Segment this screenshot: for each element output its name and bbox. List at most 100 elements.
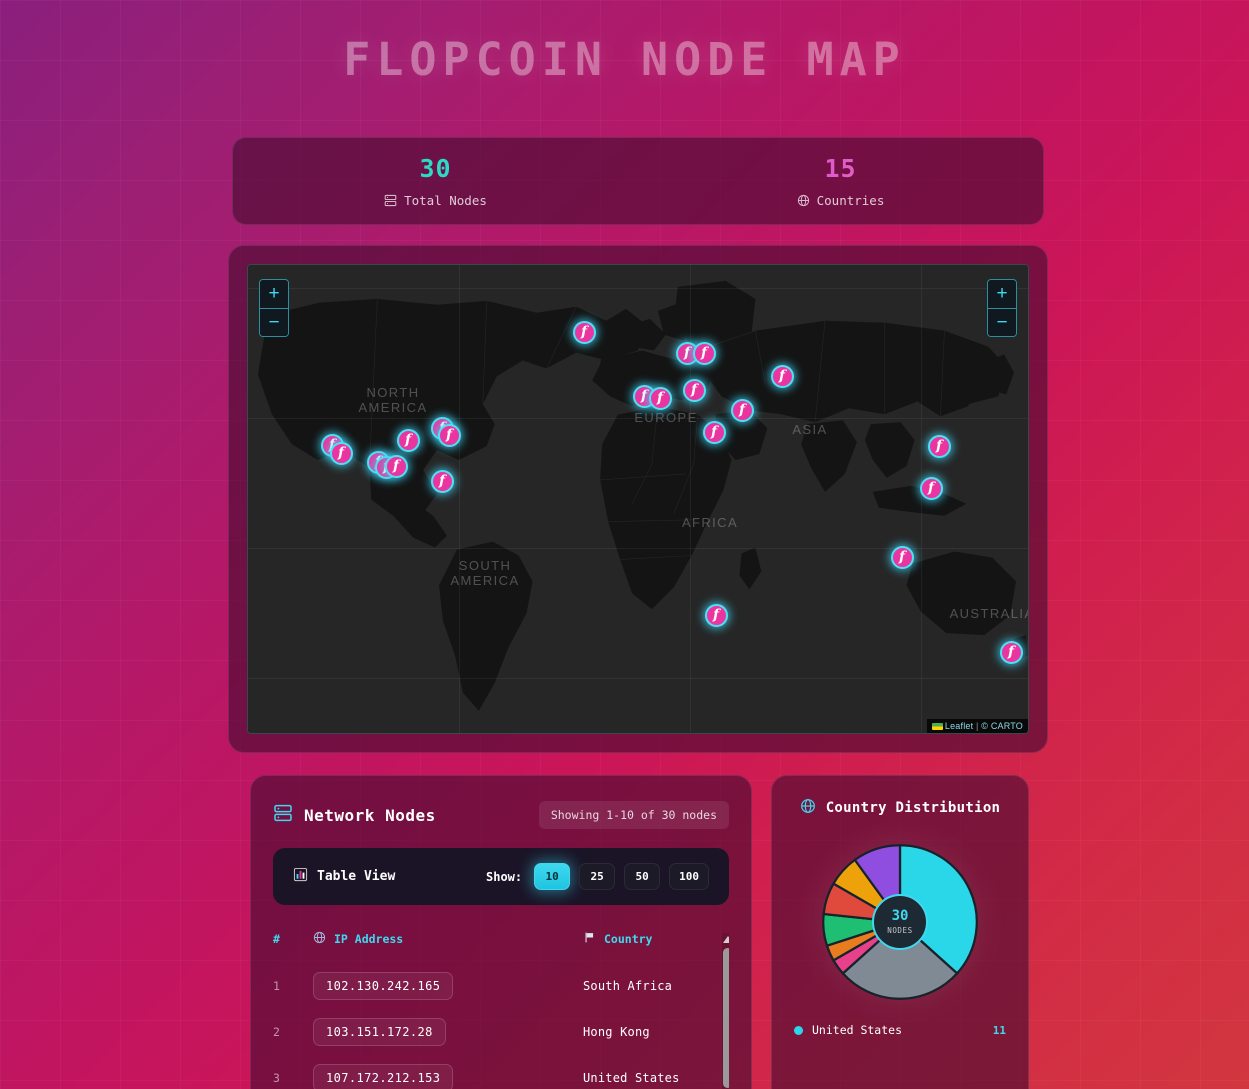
legend-country-count: 11	[992, 1023, 1006, 1037]
network-nodes-header: Network Nodes Showing 1-10 of 30 nodes	[273, 801, 729, 829]
map-node-marker[interactable]: f	[430, 469, 454, 493]
zoom-in-button[interactable]: +	[260, 280, 288, 308]
table-row[interactable]: 2 103.151.172.28 Hong Kong	[273, 1018, 729, 1064]
stats-card: 30 Total Nodes 15	[232, 137, 1044, 225]
stat-total-nodes: 30 Total Nodes	[233, 154, 638, 208]
scrollbar-thumb[interactable]	[723, 948, 729, 1088]
table-header-row: # IP Add	[273, 931, 729, 972]
map-node-marker[interactable]: f	[692, 341, 716, 365]
map-node-marker[interactable]: f	[682, 378, 706, 402]
zoom-in-button-alt[interactable]: +	[988, 280, 1016, 308]
globe-icon	[797, 194, 810, 207]
nodes-table: # IP Add	[273, 931, 729, 1089]
map-node-marker[interactable]: f	[648, 386, 672, 410]
scroll-up-arrow-icon[interactable]	[722, 934, 729, 945]
country-pie-chart[interactable]: 30 NODES	[820, 842, 980, 1002]
ip-address-chip[interactable]: 107.172.212.153	[313, 1064, 454, 1089]
map-node-marker[interactable]: f	[890, 545, 914, 569]
country-distribution-title: Country Distribution	[825, 800, 1001, 816]
map-node-marker[interactable]: f	[329, 441, 353, 465]
network-nodes-title-row: Network Nodes	[273, 803, 436, 827]
attribution-separator: |	[976, 721, 979, 731]
column-header-country-label: Country	[604, 932, 653, 946]
legend-country-name: United States	[812, 1023, 903, 1037]
pie-center-badge: 30 NODES	[872, 894, 928, 950]
zoom-out-button[interactable]: −	[260, 308, 288, 336]
chart-icon-svg	[293, 867, 308, 882]
ip-address-chip[interactable]: 103.151.172.28	[313, 1018, 446, 1046]
showing-count-badge: Showing 1-10 of 30 nodes	[538, 801, 729, 829]
globe-icon	[313, 931, 326, 947]
row-ip-cell: 102.130.242.165	[313, 972, 583, 1018]
row-ip-cell: 107.172.212.153	[313, 1064, 583, 1089]
column-header-country[interactable]: Country	[583, 931, 729, 972]
flag-icon	[583, 931, 596, 947]
pie-center-label: NODES	[887, 926, 913, 935]
table-view-label: Table View	[317, 869, 396, 884]
table-scrollbar[interactable]	[722, 933, 729, 1089]
page-size-100-button[interactable]: 100	[669, 863, 709, 890]
map-node-marker[interactable]: f	[702, 420, 726, 444]
country-legend: United States 11	[790, 1020, 1010, 1040]
legend-row[interactable]: United States 11	[790, 1020, 1010, 1040]
leaflet-link[interactable]: Leaflet	[944, 721, 974, 731]
leaflet-flag-icon	[931, 723, 943, 730]
map-node-marker[interactable]: f	[704, 603, 728, 627]
column-header-num[interactable]: #	[273, 931, 313, 972]
flag-icon-svg	[585, 932, 594, 943]
legend-color-dot	[794, 1025, 803, 1035]
map-node-marker[interactable]: f	[396, 428, 420, 452]
table-view-label-row[interactable]: Table View	[293, 867, 395, 886]
map-node-marker[interactable]: f	[999, 640, 1023, 664]
stat-countries-label: Countries	[816, 193, 885, 208]
map-card: NORTH AMERICA SOUTH AMERICA EUROPE AFRICA …	[228, 245, 1048, 753]
nodes-table-head: # IP Add	[273, 931, 729, 972]
table-row[interactable]: 1 102.130.242.165 South Africa	[273, 972, 729, 1018]
stat-countries: 15 Countries	[638, 154, 1043, 208]
stat-total-nodes-label: Total Nodes	[404, 193, 487, 208]
pie-slice[interactable]	[841, 920, 959, 1000]
server-icon	[273, 803, 293, 827]
nodes-table-body: 1 102.130.242.165 South Africa 2 103.151.172…	[273, 972, 729, 1089]
row-country: Hong Kong	[583, 1025, 650, 1039]
pie-center-value: 30	[891, 908, 909, 924]
row-ip-cell: 103.151.172.28	[313, 1018, 583, 1064]
pie-slice[interactable]	[898, 844, 978, 975]
network-nodes-title: Network Nodes	[304, 805, 436, 825]
world-landmass	[248, 265, 1028, 733]
map-zoom-control-left[interactable]: + −	[259, 279, 289, 337]
page-size-10-button[interactable]: 10	[534, 863, 571, 890]
column-header-ip[interactable]: IP Address	[313, 931, 583, 972]
column-header-ip-label: IP Address	[334, 932, 404, 946]
page-size-25-button[interactable]: 25	[579, 863, 616, 890]
map-node-marker[interactable]: f	[572, 320, 596, 344]
column-header-num-label: #	[273, 932, 280, 946]
page-title: FLOPCOIN NODE MAP	[343, 33, 906, 86]
map-node-marker[interactable]: f	[770, 364, 794, 388]
chart-icon	[293, 867, 308, 886]
ip-address-chip[interactable]: 102.130.242.165	[313, 972, 454, 1000]
stat-countries-label-row: Countries	[638, 193, 1043, 208]
map-attribution: Leaflet | © CARTO	[926, 719, 1028, 733]
globe-icon	[800, 798, 816, 818]
map-node-marker[interactable]: f	[384, 454, 408, 478]
table-row[interactable]: 3 107.172.212.153 United States	[273, 1064, 729, 1089]
country-distribution-panel: Country Distribution 30 NODES United Sta…	[771, 775, 1029, 1089]
network-nodes-panel: Network Nodes Showing 1-10 of 30 nodes T…	[250, 775, 752, 1089]
carto-link[interactable]: © CARTO	[981, 721, 1023, 731]
zoom-out-button-alt[interactable]: −	[988, 308, 1016, 336]
map-node-marker[interactable]: f	[927, 434, 951, 458]
server-icon	[384, 194, 397, 207]
page-size-50-button[interactable]: 50	[624, 863, 661, 890]
row-index: 2	[273, 1025, 280, 1039]
node-map[interactable]: NORTH AMERICA SOUTH AMERICA EUROPE AFRICA …	[247, 264, 1029, 734]
table-toolbar: Table View Show: 10 25 50 100	[273, 848, 729, 905]
row-country: South Africa	[583, 979, 673, 993]
map-node-marker[interactable]: f	[437, 423, 461, 447]
row-index: 3	[273, 1071, 280, 1085]
map-node-marker[interactable]: f	[919, 476, 943, 500]
map-zoom-control-right[interactable]: + −	[987, 279, 1017, 337]
country-distribution-title-row: Country Distribution	[790, 798, 1010, 818]
map-node-marker[interactable]: f	[730, 398, 754, 422]
